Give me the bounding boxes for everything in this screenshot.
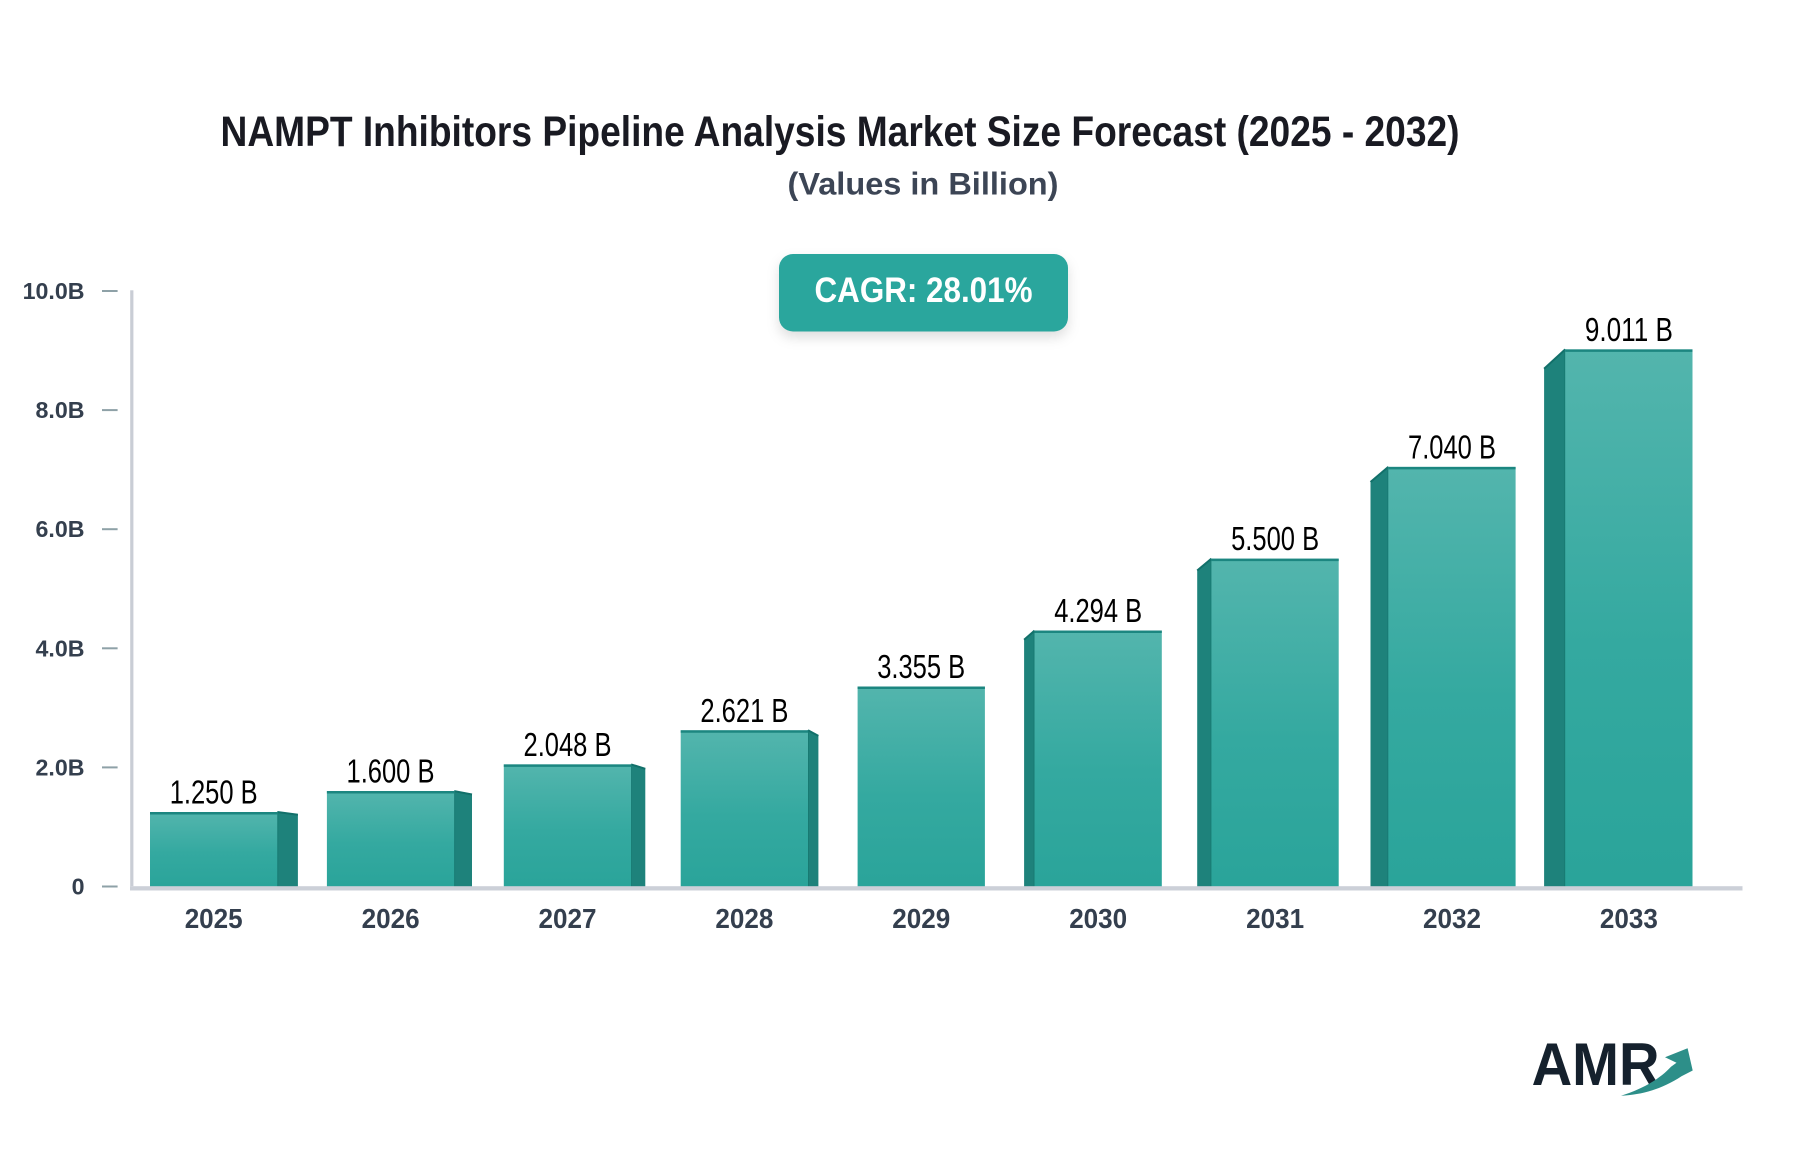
svg-text:2.0B: 2.0B <box>36 754 85 780</box>
svg-text:4.0B: 4.0B <box>36 635 85 661</box>
svg-text:8.0B: 8.0B <box>36 397 85 423</box>
svg-text:2031: 2031 <box>1246 903 1304 934</box>
svg-text:CAGR: 28.01%: CAGR: 28.01% <box>815 271 1033 310</box>
svg-text:6.0B: 6.0B <box>36 516 85 542</box>
svg-text:9.011 B: 9.011 B <box>1585 311 1673 348</box>
svg-text:AMR: AMR <box>1532 1030 1660 1098</box>
svg-text:4.294 B: 4.294 B <box>1054 592 1142 629</box>
svg-text:2.048 B: 2.048 B <box>524 726 612 763</box>
svg-text:1.250 B: 1.250 B <box>170 774 258 811</box>
svg-text:NAMPT Inhibitors Pipeline Anal: NAMPT Inhibitors Pipeline Analysis Marke… <box>221 109 1460 156</box>
svg-text:2029: 2029 <box>892 903 950 934</box>
svg-text:2032: 2032 <box>1423 903 1481 934</box>
svg-text:2030: 2030 <box>1069 903 1127 934</box>
svg-text:2033: 2033 <box>1600 903 1658 934</box>
svg-text:5.500 B: 5.500 B <box>1231 520 1319 557</box>
svg-text:10.0B: 10.0B <box>23 278 85 304</box>
svg-text:2025: 2025 <box>185 903 243 934</box>
svg-text:(Values in Billion): (Values in Billion) <box>788 166 1059 201</box>
svg-text:1.600 B: 1.600 B <box>347 753 435 790</box>
svg-text:0: 0 <box>72 874 85 900</box>
svg-text:2028: 2028 <box>715 903 773 934</box>
svg-text:2027: 2027 <box>539 903 597 934</box>
svg-text:7.040 B: 7.040 B <box>1408 428 1496 465</box>
svg-text:3.355 B: 3.355 B <box>877 648 965 685</box>
svg-text:2.621 B: 2.621 B <box>700 692 788 729</box>
svg-text:2026: 2026 <box>362 903 420 934</box>
